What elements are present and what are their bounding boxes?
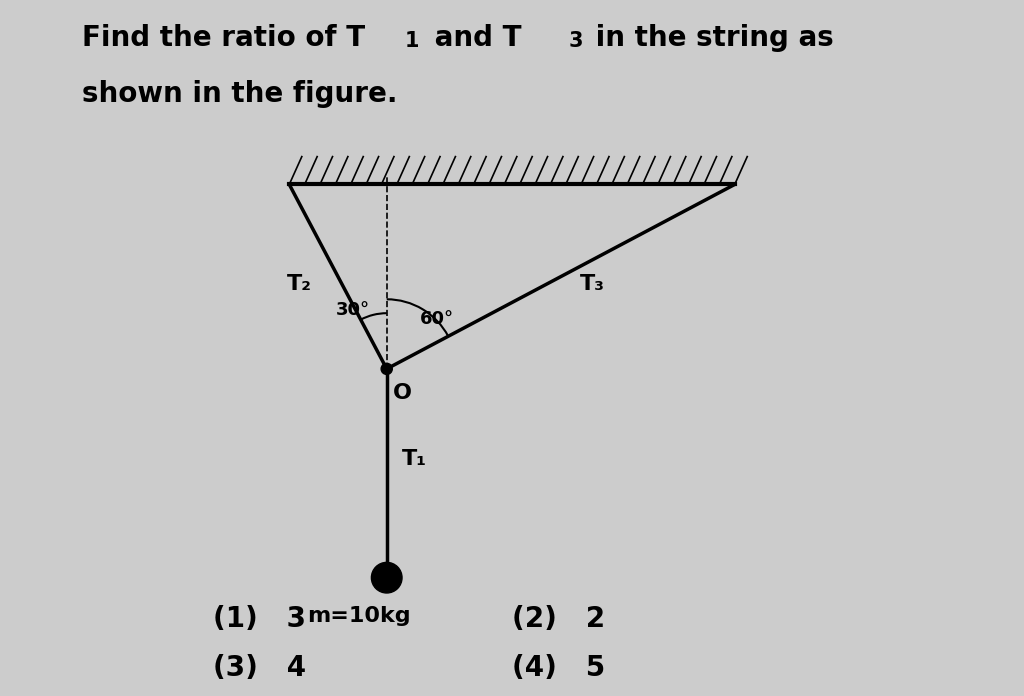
Text: O: O [392, 383, 412, 403]
Text: (2)   2: (2) 2 [512, 606, 605, 633]
Text: m=10kg: m=10kg [307, 606, 411, 626]
Text: (3)   4: (3) 4 [213, 654, 306, 682]
Text: in the string as: in the string as [586, 24, 834, 52]
Text: Find the ratio of T: Find the ratio of T [82, 24, 365, 52]
Circle shape [372, 562, 402, 593]
Text: 3: 3 [568, 31, 583, 52]
Text: 1: 1 [404, 31, 419, 52]
Text: and T: and T [425, 24, 521, 52]
Text: T₁: T₁ [402, 450, 427, 469]
Text: T₂: T₂ [287, 274, 312, 294]
Text: T₃: T₃ [580, 274, 604, 294]
Text: 30°: 30° [336, 301, 371, 319]
Text: 60°: 60° [420, 310, 454, 328]
Text: shown in the figure.: shown in the figure. [82, 80, 397, 108]
Text: (1)   3: (1) 3 [213, 606, 306, 633]
Circle shape [381, 363, 392, 374]
Text: (4)   5: (4) 5 [512, 654, 605, 682]
